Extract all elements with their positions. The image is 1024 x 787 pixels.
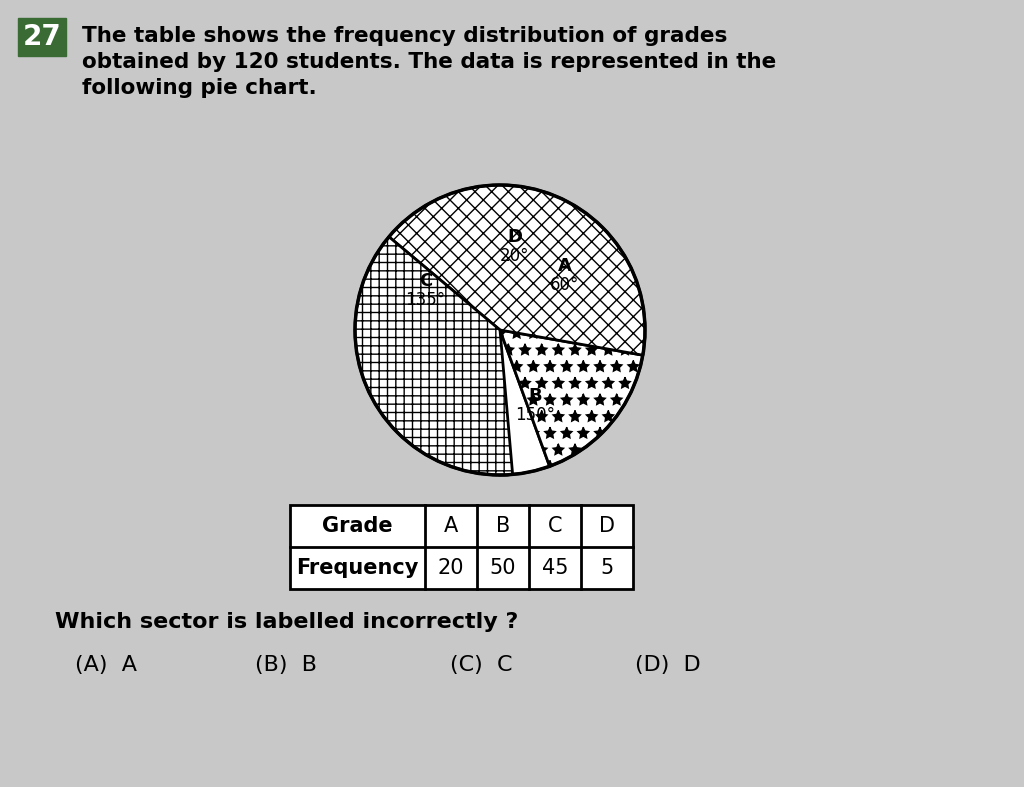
Text: D: D <box>507 228 522 246</box>
Wedge shape <box>355 237 513 475</box>
Text: obtained by 120 students. The data is represented in the: obtained by 120 students. The data is re… <box>82 52 776 72</box>
Text: 20°: 20° <box>500 247 529 265</box>
Text: B: B <box>528 387 543 405</box>
Text: A: A <box>443 516 458 536</box>
Text: 27: 27 <box>23 23 61 51</box>
Text: B: B <box>496 516 510 536</box>
Text: The table shows the frequency distribution of grades: The table shows the frequency distributi… <box>82 26 727 46</box>
Text: 20: 20 <box>437 558 464 578</box>
Text: (A)  A: (A) A <box>75 655 137 675</box>
Text: D: D <box>599 516 615 536</box>
Text: Which sector is labelled incorrectly ?: Which sector is labelled incorrectly ? <box>55 612 518 632</box>
Text: 50: 50 <box>489 558 516 578</box>
Text: following pie chart.: following pie chart. <box>82 78 316 98</box>
Text: A: A <box>557 257 571 275</box>
Text: (D)  D: (D) D <box>635 655 700 675</box>
FancyBboxPatch shape <box>18 18 66 56</box>
Text: 60°: 60° <box>550 276 580 294</box>
Text: 135°: 135° <box>406 291 445 309</box>
Wedge shape <box>389 185 645 355</box>
Text: (B)  B: (B) B <box>255 655 317 675</box>
Text: 45: 45 <box>542 558 568 578</box>
Text: 5: 5 <box>600 558 613 578</box>
Text: Frequency: Frequency <box>296 558 419 578</box>
Text: 150°: 150° <box>515 406 556 424</box>
Text: (C)  C: (C) C <box>450 655 512 675</box>
Bar <box>290 505 633 589</box>
Wedge shape <box>500 330 550 475</box>
Wedge shape <box>500 330 643 466</box>
Text: C: C <box>548 516 562 536</box>
Text: Grade: Grade <box>323 516 393 536</box>
Text: C: C <box>419 272 432 290</box>
